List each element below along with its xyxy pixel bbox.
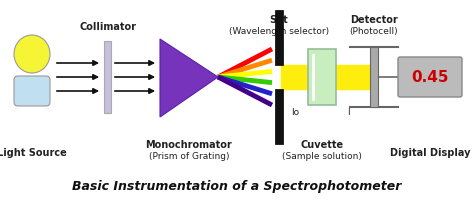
Text: Basic Instrumentation of a Spectrophotometer: Basic Instrumentation of a Spectrophotom…: [73, 179, 401, 192]
Bar: [104, 42, 111, 114]
Text: Cuvette: Cuvette: [301, 139, 344, 149]
FancyBboxPatch shape: [398, 58, 462, 98]
Text: Light Source: Light Source: [0, 147, 67, 157]
Bar: [275, 89, 283, 144]
Text: Digital Display: Digital Display: [390, 147, 470, 157]
Polygon shape: [160, 40, 218, 117]
Bar: [308, 50, 336, 105]
Text: Detector: Detector: [350, 15, 398, 25]
Text: (Photocell): (Photocell): [350, 27, 398, 36]
Text: (Prism of Grating): (Prism of Grating): [149, 151, 229, 160]
Text: Slit: Slit: [270, 15, 288, 25]
Text: I: I: [346, 107, 349, 116]
Text: Collimator: Collimator: [79, 22, 136, 32]
Ellipse shape: [14, 36, 50, 74]
Bar: [275, 11, 283, 66]
Text: 0.45: 0.45: [411, 70, 449, 85]
Text: (Wavelength selector): (Wavelength selector): [229, 27, 329, 36]
Text: (Sample solution): (Sample solution): [282, 151, 362, 160]
Text: Io: Io: [291, 107, 299, 116]
Bar: [370, 48, 378, 107]
FancyBboxPatch shape: [14, 77, 50, 106]
Text: Monochromator: Monochromator: [146, 139, 232, 149]
